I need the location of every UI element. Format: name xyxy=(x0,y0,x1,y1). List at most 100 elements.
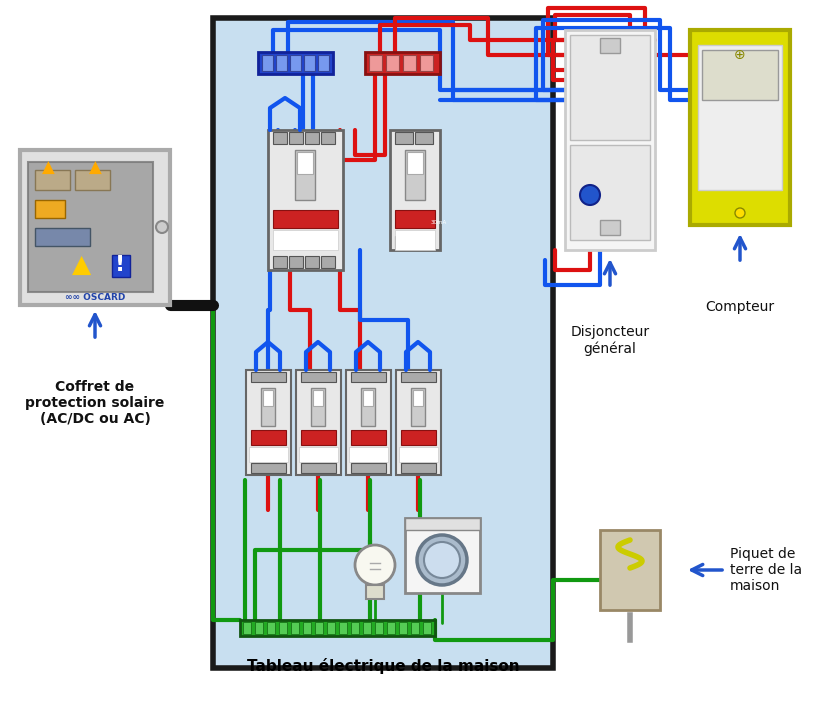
Bar xyxy=(415,236,433,248)
Bar xyxy=(290,55,301,71)
Bar xyxy=(361,388,375,426)
Bar xyxy=(403,55,416,71)
Circle shape xyxy=(424,542,460,578)
Bar xyxy=(268,130,343,270)
Bar xyxy=(267,622,275,634)
Text: 30mA: 30mA xyxy=(431,220,447,225)
Bar xyxy=(28,162,153,292)
Bar xyxy=(263,390,273,406)
Bar xyxy=(296,370,341,475)
Bar xyxy=(35,228,90,246)
Text: Coffret de
protection solaire
(AC/DC ou AC): Coffret de protection solaire (AC/DC ou … xyxy=(25,380,164,426)
Text: ⊕: ⊕ xyxy=(734,48,746,62)
Bar xyxy=(698,45,782,190)
Text: Piquet de
terre de la
maison: Piquet de terre de la maison xyxy=(730,546,802,593)
Text: 30mA: 30mA xyxy=(602,220,618,225)
Bar xyxy=(702,50,778,100)
Bar xyxy=(395,230,435,250)
Bar xyxy=(75,170,110,190)
Text: ▲: ▲ xyxy=(42,159,54,177)
Bar xyxy=(420,55,433,71)
Bar xyxy=(570,145,650,240)
Bar xyxy=(321,132,335,144)
Bar xyxy=(273,132,287,144)
Bar xyxy=(369,55,382,71)
Bar xyxy=(386,55,399,71)
Bar xyxy=(401,372,436,382)
Bar xyxy=(405,518,480,530)
Bar xyxy=(395,236,413,248)
Bar xyxy=(407,152,423,174)
Text: !: ! xyxy=(115,255,125,275)
Bar xyxy=(411,622,419,634)
Bar xyxy=(600,220,620,235)
Bar xyxy=(297,152,313,174)
Bar xyxy=(311,388,325,426)
Bar xyxy=(318,55,329,71)
Bar xyxy=(413,390,423,406)
Bar xyxy=(349,447,388,462)
Bar xyxy=(351,430,386,445)
Bar xyxy=(255,622,263,634)
Bar xyxy=(213,18,553,668)
Bar xyxy=(327,622,335,634)
Bar xyxy=(299,447,338,462)
Bar xyxy=(273,210,338,228)
Bar xyxy=(363,622,371,634)
Bar xyxy=(396,370,441,475)
Bar xyxy=(405,518,480,593)
Bar xyxy=(600,530,660,610)
Bar xyxy=(35,200,65,218)
Bar xyxy=(276,55,287,71)
Bar xyxy=(690,30,790,225)
Bar xyxy=(401,463,436,473)
Bar xyxy=(273,230,338,250)
Bar xyxy=(262,55,273,71)
Bar xyxy=(346,370,391,475)
Bar xyxy=(35,170,70,190)
Text: Tableau électrique de la maison: Tableau électrique de la maison xyxy=(247,658,520,674)
Circle shape xyxy=(580,185,600,205)
Bar xyxy=(243,622,251,634)
Bar xyxy=(251,372,286,382)
Bar xyxy=(289,256,303,268)
Bar xyxy=(315,622,323,634)
Circle shape xyxy=(735,208,745,218)
Bar xyxy=(351,622,359,634)
Text: Compteur: Compteur xyxy=(705,300,774,314)
Bar xyxy=(240,620,435,636)
Bar xyxy=(321,256,335,268)
Bar xyxy=(363,390,373,406)
Bar xyxy=(251,430,286,445)
Bar xyxy=(411,388,425,426)
Circle shape xyxy=(417,535,467,585)
Circle shape xyxy=(355,545,395,585)
Bar xyxy=(313,390,323,406)
Bar xyxy=(395,210,435,228)
Bar xyxy=(395,132,413,144)
Bar xyxy=(565,30,655,250)
Text: Disjoncteur
général: Disjoncteur général xyxy=(570,325,649,356)
Bar xyxy=(415,132,433,144)
Bar xyxy=(291,622,299,634)
Bar xyxy=(249,447,288,462)
Bar xyxy=(600,38,620,53)
Text: ▲: ▲ xyxy=(72,253,91,277)
Bar xyxy=(399,622,407,634)
Bar xyxy=(305,132,319,144)
Text: ▲: ▲ xyxy=(89,159,101,177)
Bar xyxy=(303,622,311,634)
Bar xyxy=(399,447,438,462)
Bar xyxy=(351,463,386,473)
Bar xyxy=(351,372,386,382)
Bar xyxy=(301,463,336,473)
Bar xyxy=(295,150,315,200)
Bar xyxy=(301,372,336,382)
Bar xyxy=(304,55,315,71)
Bar xyxy=(261,388,275,426)
Bar xyxy=(112,255,130,277)
Bar xyxy=(387,622,395,634)
Bar xyxy=(570,35,650,140)
Bar xyxy=(305,256,319,268)
Bar xyxy=(423,622,431,634)
